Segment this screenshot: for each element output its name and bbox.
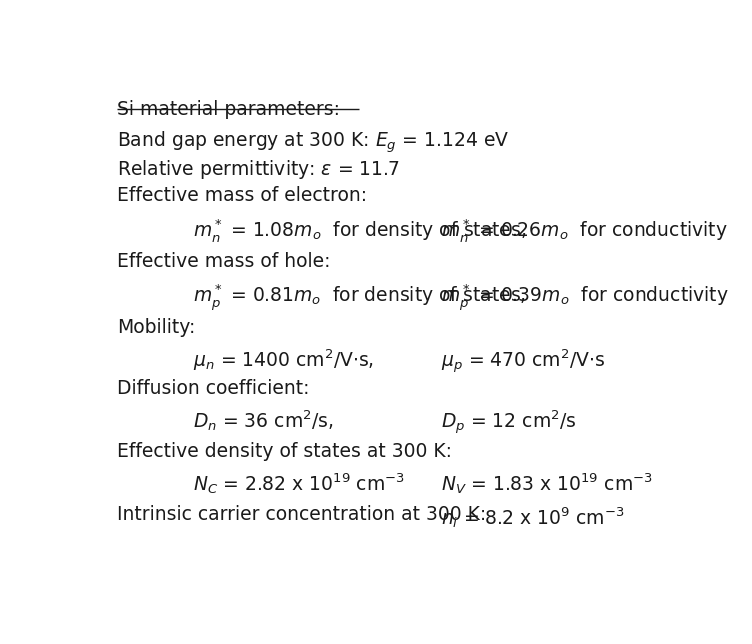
Text: $D_p$ = 12 cm$^2$/s: $D_p$ = 12 cm$^2$/s: [441, 408, 577, 437]
Text: $m_n^*$ = 1.08$m_o$  for density of states,: $m_n^*$ = 1.08$m_o$ for density of state…: [193, 217, 526, 244]
Text: Intrinsic carrier concentration at 300 K:: Intrinsic carrier concentration at 300 K…: [117, 505, 487, 524]
Text: $\mu_n$ = 1400 cm$^2$/V$\cdot$s,: $\mu_n$ = 1400 cm$^2$/V$\cdot$s,: [193, 348, 374, 373]
Text: Diffusion coefficient:: Diffusion coefficient:: [117, 379, 310, 398]
Text: Mobility:: Mobility:: [117, 317, 196, 337]
Text: $m_n^*$ = 0.26$m_o$  for conductivity: $m_n^*$ = 0.26$m_o$ for conductivity: [441, 217, 728, 244]
Text: $\mu_p$ = 470 cm$^2$/V$\cdot$s: $\mu_p$ = 470 cm$^2$/V$\cdot$s: [441, 348, 605, 375]
Text: $N_V$ = 1.83 x 10$^{19}$ cm$^{-3}$: $N_V$ = 1.83 x 10$^{19}$ cm$^{-3}$: [441, 471, 653, 497]
Text: Si material parameters:: Si material parameters:: [117, 100, 341, 118]
Text: Relative permittivity: $\varepsilon$ = 11.7: Relative permittivity: $\varepsilon$ = 1…: [117, 158, 399, 180]
Text: $n_i$ = 8.2 x 10$^9$ cm$^{-3}$: $n_i$ = 8.2 x 10$^9$ cm$^{-3}$: [441, 505, 624, 529]
Text: Effective mass of hole:: Effective mass of hole:: [117, 252, 331, 271]
Text: Effective mass of electron:: Effective mass of electron:: [117, 186, 368, 205]
Text: $N_C$ = 2.82 x 10$^{19}$ cm$^{-3}$: $N_C$ = 2.82 x 10$^{19}$ cm$^{-3}$: [193, 471, 405, 497]
Text: $m_p^*$ = 0.39$m_o$  for conductivity: $m_p^*$ = 0.39$m_o$ for conductivity: [441, 283, 729, 313]
Text: Effective density of states at 300 K:: Effective density of states at 300 K:: [117, 442, 452, 460]
Text: $m_p^*$ = 0.81$m_o$  for density of states,: $m_p^*$ = 0.81$m_o$ for density of state…: [193, 283, 526, 313]
Text: $D_n$ = 36 cm$^2$/s,: $D_n$ = 36 cm$^2$/s,: [193, 408, 334, 433]
Text: Band gap energy at 300 K: $E_g$ = 1.124 eV: Band gap energy at 300 K: $E_g$ = 1.124 …: [117, 129, 510, 155]
